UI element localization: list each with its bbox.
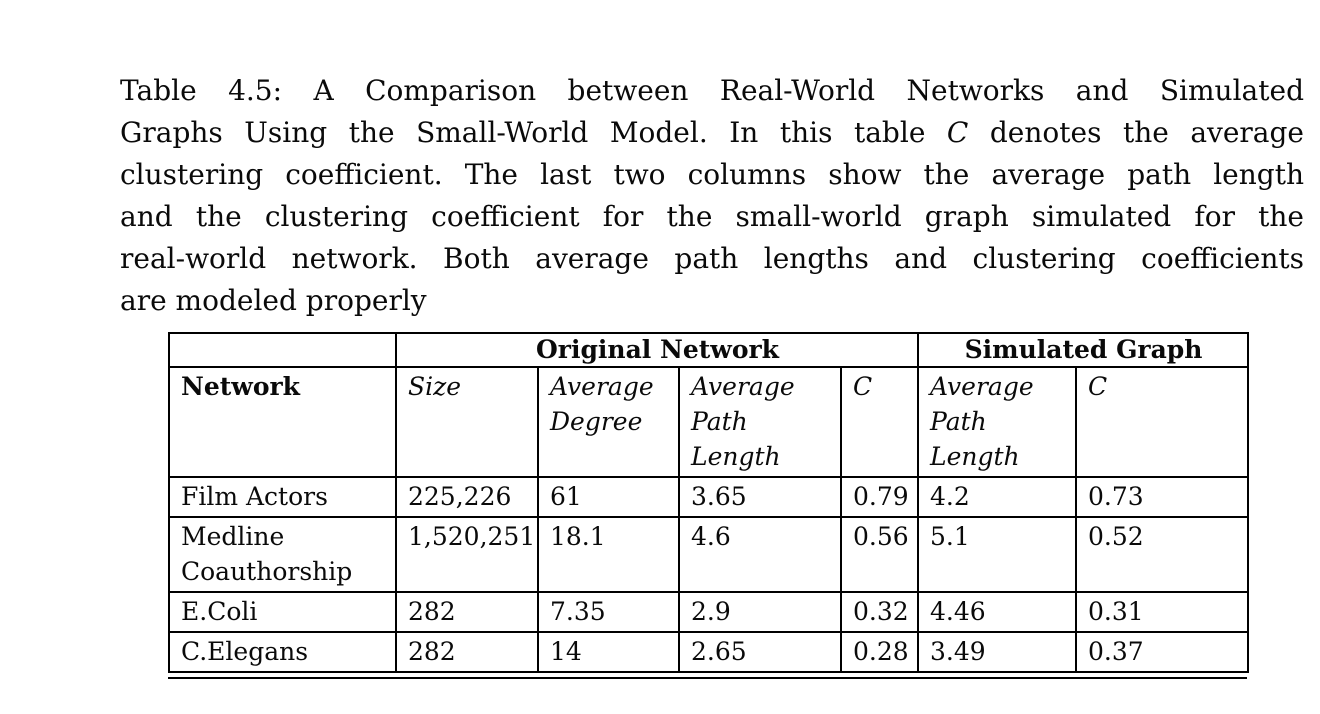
- table-cell: 4.2: [917, 476, 1077, 518]
- table-cell: 282: [395, 591, 539, 633]
- column-header-row: Network Size Average Degree Average Path…: [168, 366, 1250, 478]
- group-header-simulated-graph: Simulated Graph: [916, 332, 1250, 368]
- row-label-cell: Medline Coauthorship: [168, 516, 397, 593]
- table-cell: 0.52: [1074, 516, 1250, 593]
- table-cell: 0.31: [1074, 591, 1250, 633]
- table-cell: 5.1: [917, 516, 1077, 593]
- table-row-celegans: C.Elegans 282 14 2.65 0.28 3.49 0.37: [168, 631, 1250, 673]
- table-row-medline-coauthorship: Medline Coauthorship 1,520,251 18.1 4.6 …: [168, 516, 1250, 593]
- comparison-table-wrapper: Original Network Simulated Graph Network…: [168, 332, 1250, 679]
- caption-line: Graphs Using the Small-World Model. In t…: [120, 112, 1304, 154]
- table-cell: 0.32: [840, 591, 919, 633]
- table-cell: 4.6: [678, 516, 842, 593]
- table-cell: 225,226: [395, 476, 539, 518]
- row-label-cell: C.Elegans: [168, 631, 397, 673]
- column-header-size: Size: [395, 366, 539, 478]
- caption-text: denotes the average: [968, 116, 1304, 149]
- table-cell: 7.35: [537, 591, 680, 633]
- comparison-table: Original Network Simulated Graph Network…: [168, 332, 1250, 673]
- row-label-cell: E.Coli: [168, 591, 397, 633]
- column-header-average-path-length-simulated: Average Path Length: [917, 366, 1077, 478]
- bottom-rule: [168, 677, 1247, 679]
- table-cell: 282: [395, 631, 539, 673]
- table-cell: 61: [537, 476, 680, 518]
- group-header-empty: [168, 332, 397, 368]
- table-cell: 0.79: [840, 476, 919, 518]
- caption-italic-c: C: [946, 116, 969, 149]
- table-caption: Table 4.5: A Comparison between Real-Wor…: [120, 70, 1304, 322]
- table-cell: 4.46: [917, 591, 1077, 633]
- table-cell: 3.65: [678, 476, 842, 518]
- column-header-network: Network: [168, 366, 397, 478]
- table-cell: 0.56: [840, 516, 919, 593]
- table-cell: 3.49: [917, 631, 1077, 673]
- caption-line: Table 4.5: A Comparison between Real-Wor…: [120, 74, 1304, 107]
- table-cell: 0.28: [840, 631, 919, 673]
- column-header-c-original: C: [840, 366, 919, 478]
- column-header-c-simulated: C: [1074, 366, 1250, 478]
- group-header-row: Original Network Simulated Graph: [168, 332, 1250, 368]
- table-cell: 14: [537, 631, 680, 673]
- column-header-average-degree: Average Degree: [537, 366, 680, 478]
- table-cell: 2.9: [678, 591, 842, 633]
- table-cell: 0.73: [1074, 476, 1250, 518]
- caption-text: Graphs Using the Small-World Model. In t…: [120, 116, 947, 149]
- table-cell: 0.37: [1074, 631, 1250, 673]
- column-header-average-path-length-original: Average Path Length: [678, 366, 842, 478]
- caption-line: clustering coefficient. The last two col…: [120, 158, 1304, 191]
- group-header-original-network: Original Network: [395, 332, 919, 368]
- table-cell: 1,520,251: [395, 516, 539, 593]
- table-row-ecoli: E.Coli 282 7.35 2.9 0.32 4.46 0.31: [168, 591, 1250, 633]
- row-label-cell: Film Actors: [168, 476, 397, 518]
- table-row-film-actors: Film Actors 225,226 61 3.65 0.79 4.2 0.7…: [168, 476, 1250, 518]
- caption-line: real-world network. Both average path le…: [120, 242, 1304, 275]
- table-cell: 2.65: [678, 631, 842, 673]
- caption-line: are modeled properly: [120, 284, 427, 317]
- table-cell: 18.1: [537, 516, 680, 593]
- caption-line: and the clustering coefficient for the s…: [120, 200, 1304, 233]
